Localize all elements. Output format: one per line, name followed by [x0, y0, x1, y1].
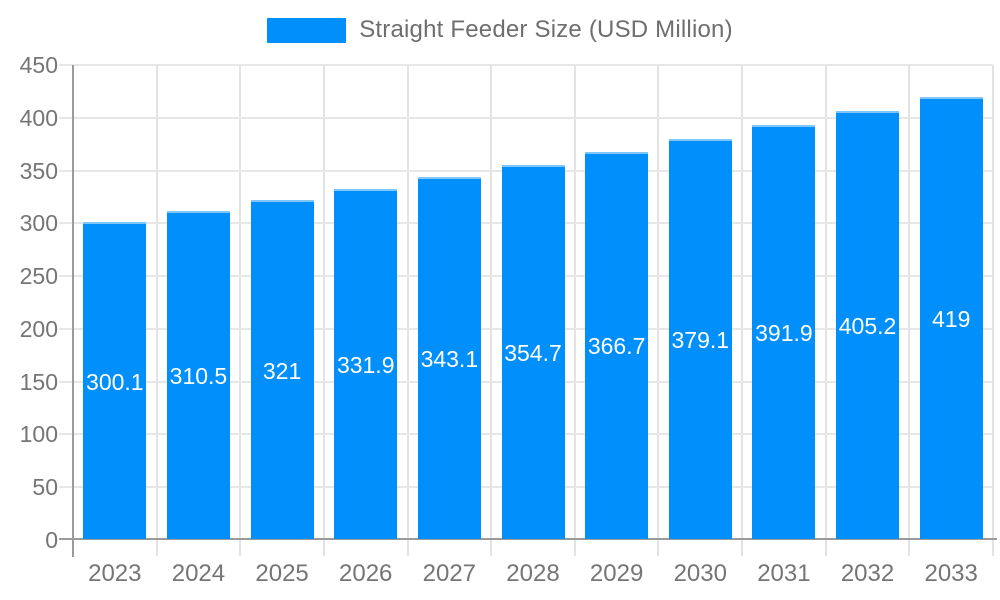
x-grid-line [490, 65, 493, 556]
x-axis-tick-label: 2031 [757, 560, 811, 587]
plot-area: 300.1 310.5 321 331.9 343.1 354.7 366.7 379.1 39… [20, 53, 997, 587]
y-axis-line [72, 65, 74, 557]
bar-value-label: 321 [262, 357, 302, 384]
y-axis-tick-label: 400 [19, 104, 58, 131]
bar[interactable] [334, 188, 398, 539]
legend-label: Straight Feeder Size (USD Million) [359, 16, 733, 43]
x-axis-tick-label: 2028 [506, 560, 560, 587]
x-axis-line [59, 538, 997, 540]
x-axis-tick-label: 2030 [673, 560, 727, 587]
x-axis-tick-label: 2023 [88, 560, 142, 587]
y-axis-tick-label: 50 [32, 474, 58, 501]
bar-value-label: 391.9 [755, 320, 813, 347]
bar-value-label: 331.9 [336, 351, 395, 378]
y-axis-tick-label: 250 [19, 263, 58, 290]
x-axis-tick-label: 2033 [924, 560, 978, 587]
bar[interactable] [417, 176, 481, 539]
bar[interactable] [501, 164, 565, 539]
y-axis-tick-label: 0 [45, 527, 58, 553]
bar-value-label: 354.7 [504, 339, 562, 366]
x-grid-line [239, 65, 242, 556]
x-axis-tick-label: 2027 [422, 560, 477, 587]
bar[interactable] [668, 138, 732, 539]
bar[interactable] [919, 96, 983, 539]
bar-value-label: 310.5 [169, 363, 228, 390]
x-axis-tick-label: 2032 [840, 560, 895, 587]
bar-value-label: 379.1 [671, 326, 730, 353]
bar[interactable] [585, 151, 649, 539]
bar[interactable] [836, 111, 900, 539]
x-grid-line [741, 65, 744, 556]
legend-swatch [267, 17, 347, 43]
x-grid-line [406, 65, 409, 556]
x-axis-tick-label: 2025 [255, 560, 309, 587]
y-axis-tick-label: 350 [19, 157, 58, 184]
y-axis-tick-label: 450 [19, 52, 58, 78]
y-axis-tick-label: 200 [19, 315, 58, 342]
bar-value-label: 419 [931, 305, 971, 332]
bar-value-label: 405.2 [838, 313, 897, 340]
y-axis-tick-label: 150 [19, 368, 58, 395]
bar[interactable] [83, 222, 147, 539]
bar[interactable] [250, 200, 314, 539]
x-grid-line [908, 65, 911, 556]
legend[interactable]: Straight Feeder Size (USD Million) [0, 16, 1000, 44]
bar-value-label: 300.1 [86, 368, 144, 395]
x-grid-line [657, 65, 660, 556]
x-axis-tick-label: 2024 [171, 560, 226, 587]
bar-value-label: 366.7 [587, 333, 646, 360]
x-grid-line [322, 65, 325, 556]
bar[interactable] [752, 125, 816, 539]
x-grid-line [573, 65, 576, 556]
x-grid-line [824, 65, 827, 556]
y-axis-tick-label: 300 [19, 210, 58, 237]
x-axis-tick-label: 2026 [339, 560, 393, 587]
x-grid-line [155, 65, 158, 556]
y-grid-line [59, 64, 993, 66]
x-grid-line [992, 65, 994, 556]
y-axis-tick-label: 100 [19, 421, 58, 448]
y-grid-line [59, 116, 993, 119]
bar[interactable] [166, 211, 230, 539]
x-axis-tick-label: 2029 [589, 560, 644, 587]
bar-value-label: 343.1 [420, 345, 479, 372]
